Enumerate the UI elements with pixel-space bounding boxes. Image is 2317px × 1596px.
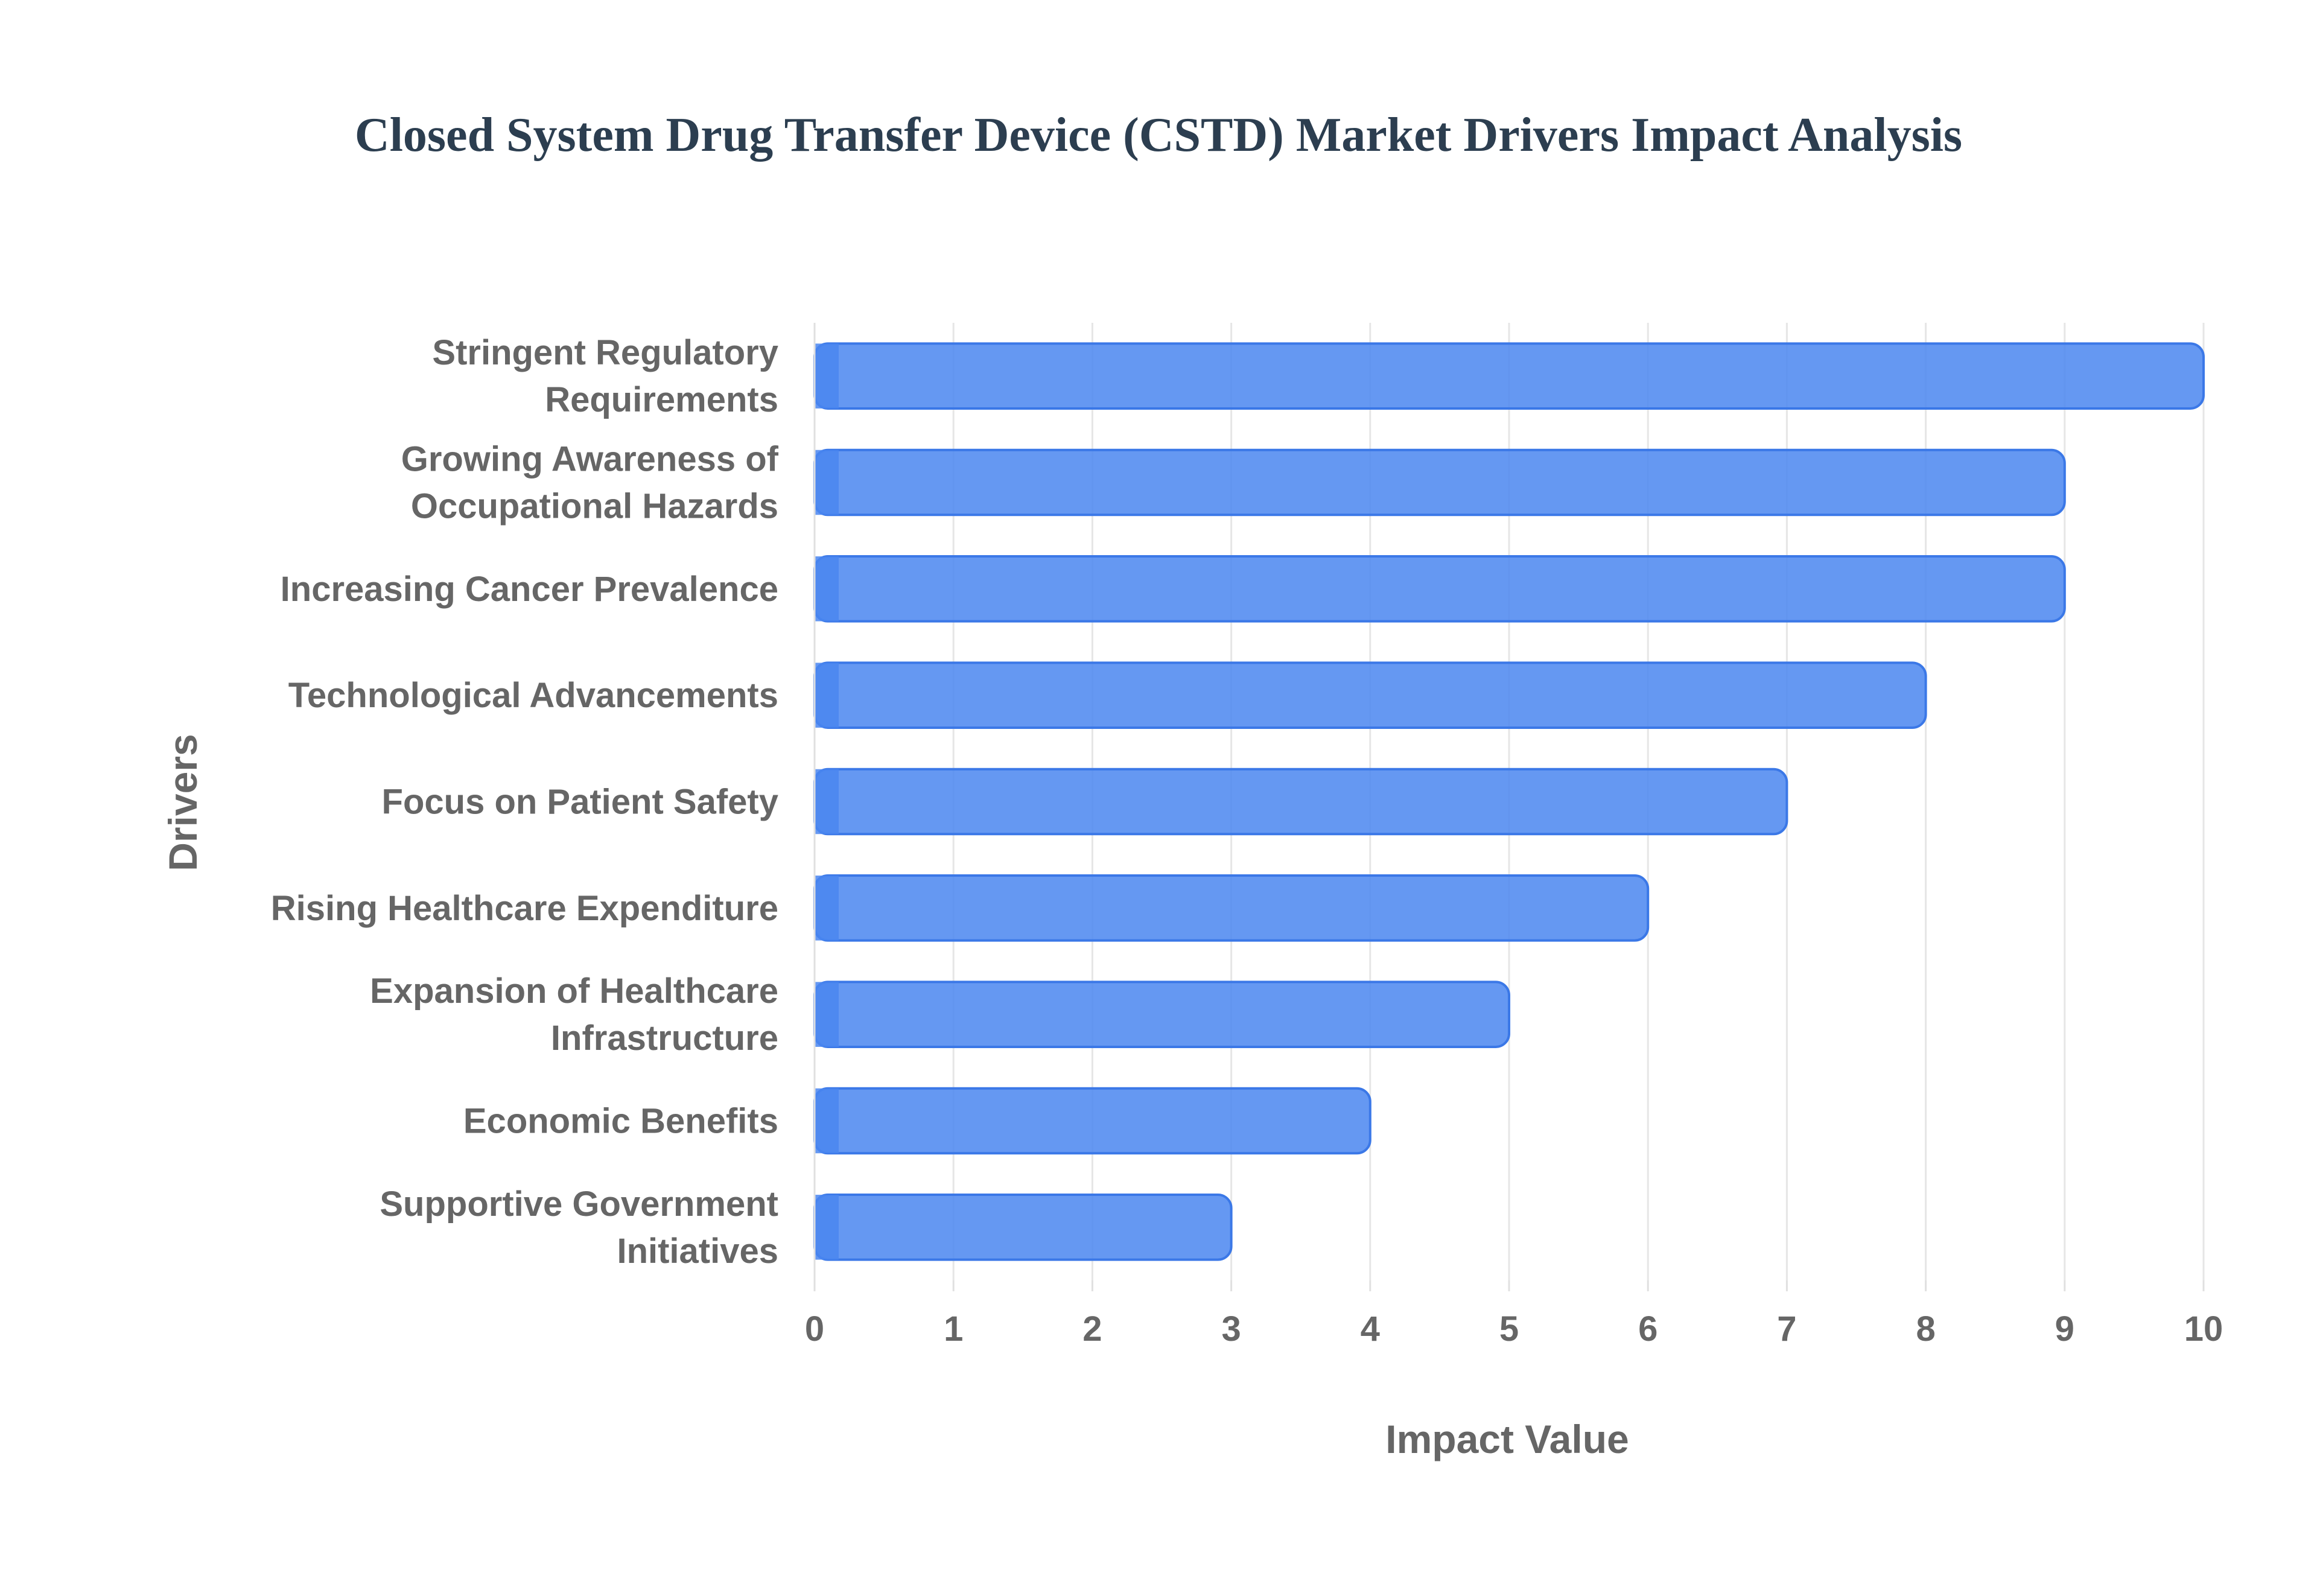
x-axis-title: Impact Value [1385, 1417, 1629, 1461]
x-tick-label: 3 [1221, 1309, 1241, 1349]
bar-left-cap [815, 556, 839, 622]
bar [813, 981, 1510, 1048]
x-tick-labels: 0 1 2 3 4 5 6 7 8 9 10 [805, 1309, 2223, 1349]
bar [813, 768, 1788, 836]
bar-left-cap [815, 1195, 839, 1260]
category-label: Infrastructure [551, 1019, 778, 1058]
category-label: Rising Healthcare Expenditure [271, 889, 778, 928]
bar [813, 661, 1927, 729]
x-tick-label: 8 [1916, 1309, 1935, 1349]
x-tick-label: 6 [1638, 1309, 1657, 1349]
bar-left-cap [815, 1088, 839, 1154]
category-label: Increasing Cancer Prevalence [281, 570, 778, 609]
bar [813, 448, 2066, 517]
category-labels: Stringent Regulatory Requirements Growing … [271, 333, 779, 1271]
category-label: Focus on Patient Safety [382, 783, 778, 822]
x-tick-label: 1 [944, 1309, 963, 1349]
x-tick-label: 2 [1082, 1309, 1102, 1349]
axes [813, 323, 2205, 1291]
bar [813, 342, 2205, 410]
x-tick-label: 9 [2055, 1309, 2074, 1349]
bar [813, 555, 2066, 623]
x-tick-label: 0 [805, 1309, 824, 1349]
bar-left-cap [815, 343, 839, 409]
x-tick-label: 10 [2184, 1309, 2223, 1349]
category-label: Occupational Hazards [411, 487, 778, 526]
bar-left-cap [815, 450, 839, 515]
bar-left-cap [815, 876, 839, 941]
x-tick-label: 5 [1499, 1309, 1519, 1349]
bar [813, 874, 1650, 942]
category-label: Requirements [545, 380, 778, 419]
category-label: Economic Benefits [463, 1102, 778, 1141]
category-label: Expansion of Healthcare [370, 971, 778, 1011]
category-label: Initiatives [617, 1232, 778, 1271]
bars [813, 342, 2205, 1261]
chart-title: Closed System Drug Transfer Device (CSTD… [355, 109, 1962, 162]
y-axis-title: Drivers [161, 734, 205, 871]
category-label: Supportive Government [380, 1184, 778, 1224]
x-tick-label: 4 [1361, 1309, 1380, 1349]
bar-left-cap [815, 982, 839, 1047]
bar-left-cap [815, 663, 839, 728]
category-label: Growing Awareness of [401, 440, 779, 479]
x-tick-label: 7 [1777, 1309, 1796, 1349]
bar-left-cap [815, 769, 839, 835]
category-label: Technological Advancements [288, 676, 778, 715]
bar [813, 1194, 1233, 1261]
category-label: Stringent Regulatory [432, 333, 778, 372]
bar [813, 1087, 1371, 1155]
